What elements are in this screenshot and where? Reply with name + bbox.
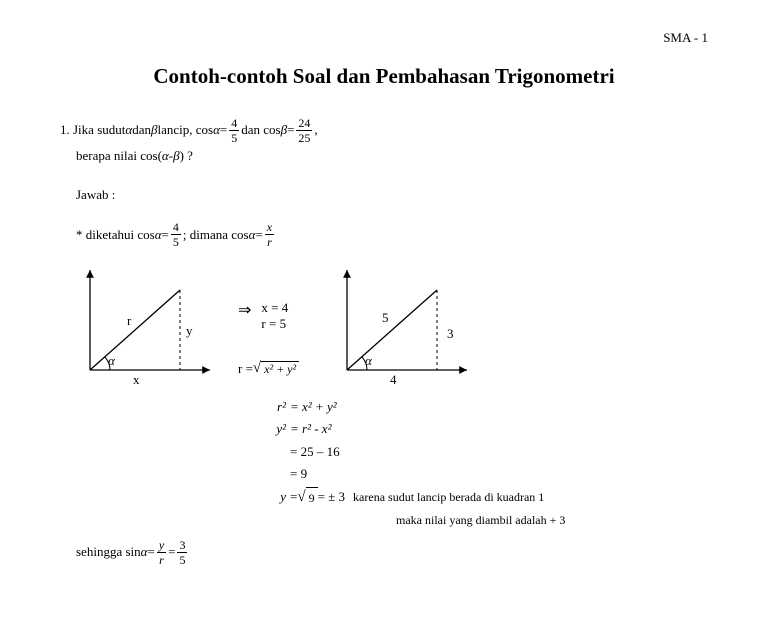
note: karena sudut lancip berada di kuadran 1 — [353, 487, 544, 507]
fraction: x r — [265, 221, 274, 248]
text: lancip, cos — [157, 118, 213, 143]
text: ) ? — [180, 144, 193, 169]
lhs: y — [260, 486, 286, 508]
page-header: SMA - 1 — [60, 30, 708, 46]
triangle-diagram-2: 5 3 4 α — [317, 260, 477, 390]
mid-column: ⇒ x = 4 r = 5 r = x² + y² — [238, 260, 299, 377]
numerator: y — [157, 539, 166, 553]
eq-row: = 25 – 16 — [260, 441, 708, 463]
rhs: = x² + y² — [290, 396, 337, 418]
text: berapa nilai cos( — [76, 144, 162, 169]
eq-row: r² = x² + y² — [260, 396, 708, 418]
sqrt: x² + y² — [253, 360, 299, 377]
answer-label: Jawab : — [76, 183, 708, 208]
equals: = — [255, 223, 262, 248]
fraction: 24 25 — [296, 117, 312, 144]
eq-row: maka nilai yang diambil adalah + 3 — [388, 510, 708, 530]
y-label: y — [186, 323, 193, 338]
fraction: 4 5 — [171, 221, 181, 248]
rhs: = 9 — [290, 463, 307, 485]
alpha-symbol: α — [213, 118, 220, 143]
text: sehingga sin — [76, 544, 141, 560]
radicand: 9 — [306, 487, 318, 508]
r-value: r = 5 — [261, 316, 288, 332]
numerator: 4 — [171, 221, 181, 235]
denominator: r — [265, 235, 274, 248]
eq: = — [290, 486, 297, 508]
y-label: 3 — [447, 326, 454, 341]
triangle-diagram-1: r y x α — [60, 260, 220, 390]
final-line: sehingga sin α = y r = 3 5 — [76, 539, 708, 566]
sqrt: 9 — [297, 485, 317, 511]
equals: = — [168, 544, 175, 560]
x-label: x — [133, 372, 140, 387]
triangle-row: r y x α ⇒ x = 4 r = 5 r = x² + y² — [60, 260, 708, 390]
equals: = — [287, 118, 294, 143]
problem-line-1: 1. Jika sudut α dan β lancip, cos α = 4 … — [60, 117, 708, 144]
equals: = — [162, 223, 169, 248]
rhs: = r² - x² — [290, 418, 331, 440]
rhs: = 25 – 16 — [290, 441, 340, 463]
alpha-symbol: α — [155, 223, 162, 248]
numerator: 3 — [177, 539, 187, 553]
text: dan cos — [241, 118, 280, 143]
angle-label: α — [108, 353, 116, 368]
alpha-symbol: α — [125, 118, 132, 143]
eq-row: = 9 — [260, 463, 708, 485]
denominator: 5 — [171, 235, 181, 248]
eq-row: y = 9 = ± 3 karena sudut lancip berada d… — [260, 485, 708, 511]
equals: = — [147, 544, 154, 560]
problem-number: 1. — [60, 118, 70, 143]
rhs: = ± 3 — [318, 486, 345, 508]
denominator: 5 — [177, 553, 187, 566]
lhs: r² — [260, 396, 286, 418]
eq-row: y² = r² - x² — [260, 418, 708, 440]
x-value: x = 4 — [261, 300, 288, 316]
lhs: y² — [260, 418, 286, 440]
fraction: 4 5 — [229, 117, 239, 144]
problem-line-2: berapa nilai cos( α - β ) ? — [76, 144, 708, 169]
numerator: 4 — [229, 117, 239, 131]
comma: , — [314, 118, 317, 143]
denominator: r — [157, 553, 166, 566]
denominator: 5 — [229, 131, 239, 144]
text: ; dimana cos — [183, 223, 249, 248]
text: Jika sudut — [73, 118, 125, 143]
r-formula: r = x² + y² — [238, 360, 299, 377]
angle-label: α — [365, 353, 373, 368]
text: * diketahui cos — [76, 223, 155, 248]
page-title: Contoh-contoh Soal dan Pembahasan Trigon… — [60, 64, 708, 89]
numerator: x — [265, 221, 274, 235]
denominator: 25 — [296, 131, 312, 144]
known-line: * diketahui cos α = 4 5 ; dimana cos α =… — [76, 221, 708, 248]
fraction: 3 5 — [177, 539, 187, 566]
note: maka nilai yang diambil adalah + 3 — [396, 510, 565, 530]
radicand: x² + y² — [261, 361, 299, 377]
r-lhs: r = — [238, 361, 253, 377]
alpha-symbol: α — [141, 544, 148, 560]
r-label: 5 — [382, 310, 389, 325]
derivation-block: r² = x² + y² y² = r² - x² = 25 – 16 = 9 … — [260, 396, 708, 530]
numerator: 24 — [296, 117, 312, 131]
text: dan — [132, 118, 151, 143]
r-label: r — [127, 313, 132, 328]
equals: = — [220, 118, 227, 143]
x-label: 4 — [390, 372, 397, 387]
fraction: y r — [157, 539, 166, 566]
implies-arrow: ⇒ — [238, 300, 251, 320]
page: SMA - 1 Contoh-contoh Soal dan Pembahasa… — [0, 0, 768, 586]
alpha-symbol: α — [162, 144, 169, 169]
alpha-symbol: α — [249, 223, 256, 248]
